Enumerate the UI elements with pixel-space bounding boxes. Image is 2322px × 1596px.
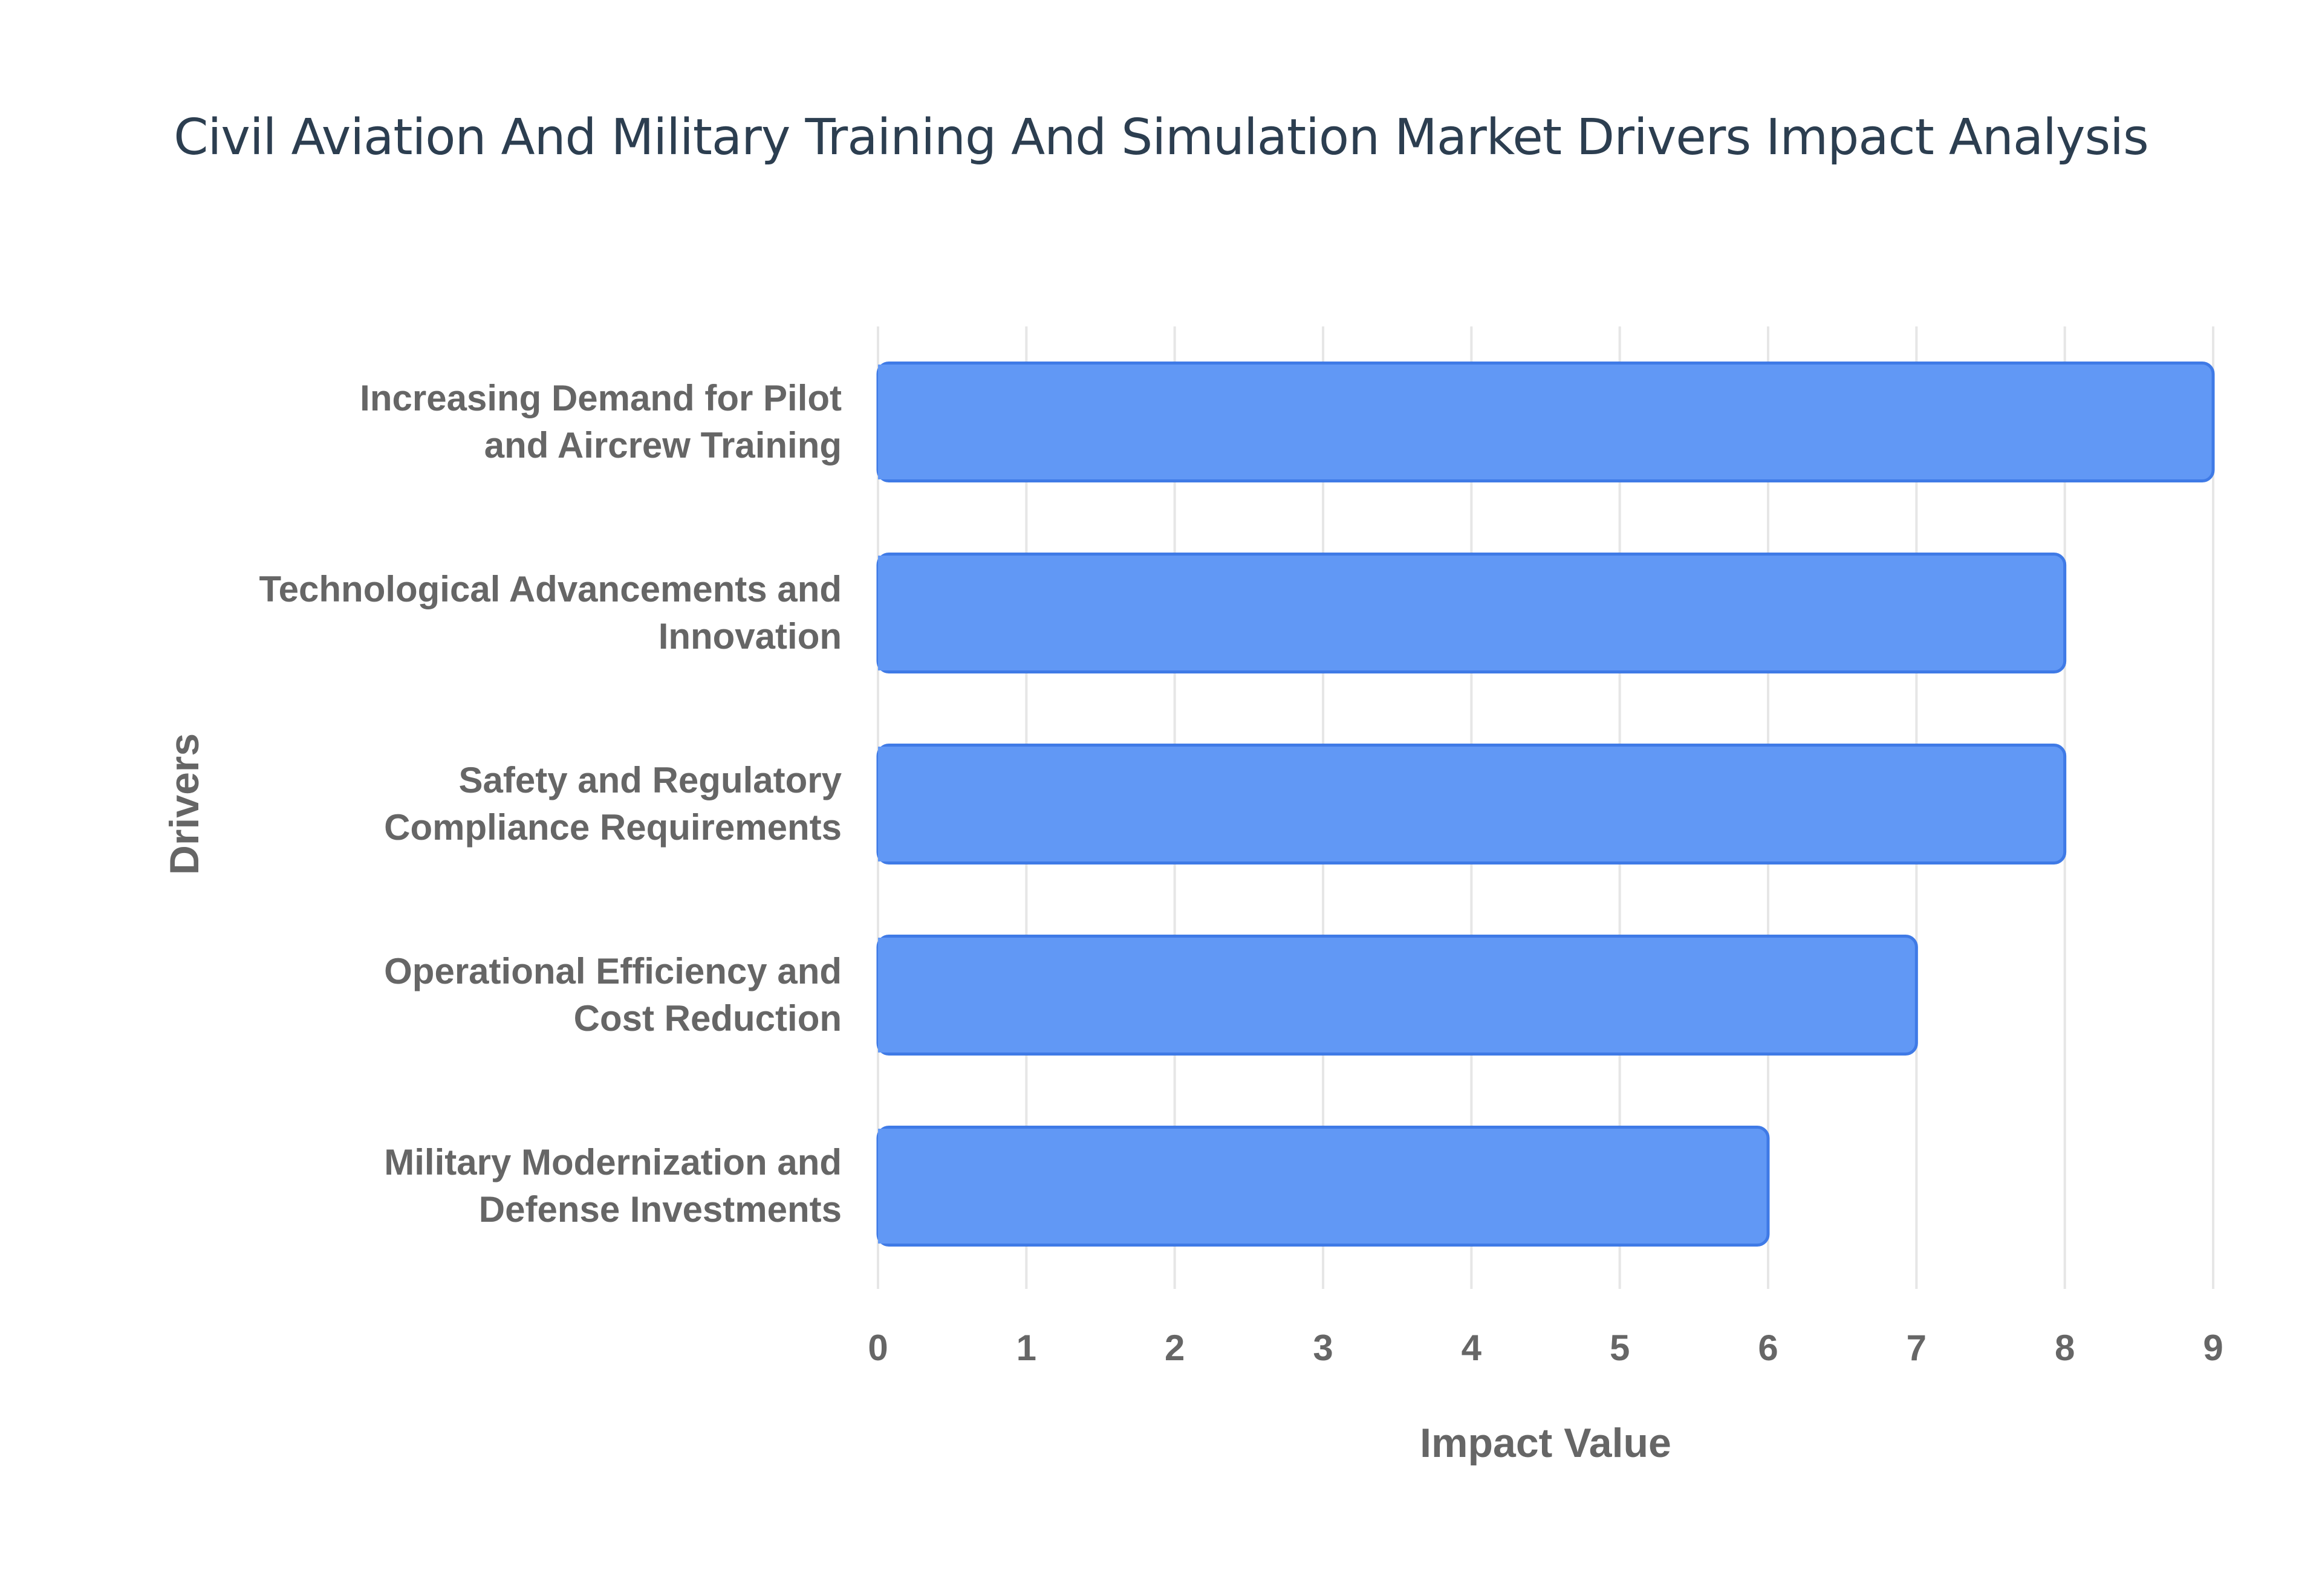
y-axis-title: Drivers: [161, 733, 207, 875]
bar-5-edge: [878, 1129, 893, 1244]
category-label-2: Technological Advancements and Innovation: [259, 569, 842, 657]
x-tick-label-7: 7: [1907, 1328, 1927, 1368]
bar-2: [876, 553, 2067, 673]
category-label-5: Military Modernization and Defense Invest…: [384, 1142, 842, 1230]
x-axis-title: Impact Value: [1420, 1420, 1671, 1466]
bar-4: [876, 935, 1918, 1056]
x-tick-label-6: 6: [1758, 1328, 1778, 1368]
chart-title: Civil Aviation And Military Training And…: [174, 109, 2148, 166]
x-axis-ticks: 0 1 2 3 4 5 6 7 8 9: [868, 1328, 2223, 1368]
bar-4-edge: [878, 938, 893, 1053]
category-label-5-line-2: Defense Investments: [479, 1189, 842, 1230]
bars: [876, 362, 2215, 1247]
bar-1-edge: [878, 365, 893, 479]
category-label-1: Increasing Demand for Pilot and Aircrew T…: [360, 378, 842, 465]
category-label-5-line-1: Military Modernization and: [384, 1142, 842, 1182]
bar-2-edge: [878, 556, 893, 670]
category-label-4-line-1: Operational Efficiency and: [384, 951, 842, 991]
category-label-2-line-2: Innovation: [659, 616, 842, 657]
bar-3: [876, 744, 2067, 864]
category-label-3-line-1: Safety and Regulatory: [459, 760, 842, 800]
x-tick-label-4: 4: [1462, 1328, 1482, 1368]
x-tick-label-3: 3: [1313, 1328, 1333, 1368]
category-label-1-line-1: Increasing Demand for Pilot: [360, 378, 842, 418]
bar-5: [876, 1126, 1770, 1247]
bar-3-edge: [878, 747, 893, 861]
x-tick-label-5: 5: [1610, 1328, 1630, 1368]
category-label-2-line-1: Technological Advancements and: [259, 569, 842, 609]
category-label-4-line-2: Cost Reduction: [574, 998, 842, 1039]
y-axis-categories: Increasing Demand for Pilot and Aircrew T…: [259, 378, 842, 1230]
x-tick-label-2: 2: [1165, 1328, 1185, 1368]
x-tick-label-8: 8: [2055, 1328, 2075, 1368]
x-tick-label-9: 9: [2203, 1328, 2223, 1368]
x-tick-label-1: 1: [1016, 1328, 1036, 1368]
category-label-1-line-2: and Aircrew Training: [484, 425, 842, 465]
category-label-3: Safety and Regulatory Compliance Requirem…: [384, 760, 842, 848]
x-tick-label-0: 0: [868, 1328, 888, 1368]
category-label-4: Operational Efficiency and Cost Reduction: [384, 951, 842, 1039]
category-label-3-line-2: Compliance Requirements: [384, 807, 842, 848]
bar-1: [876, 362, 2215, 482]
